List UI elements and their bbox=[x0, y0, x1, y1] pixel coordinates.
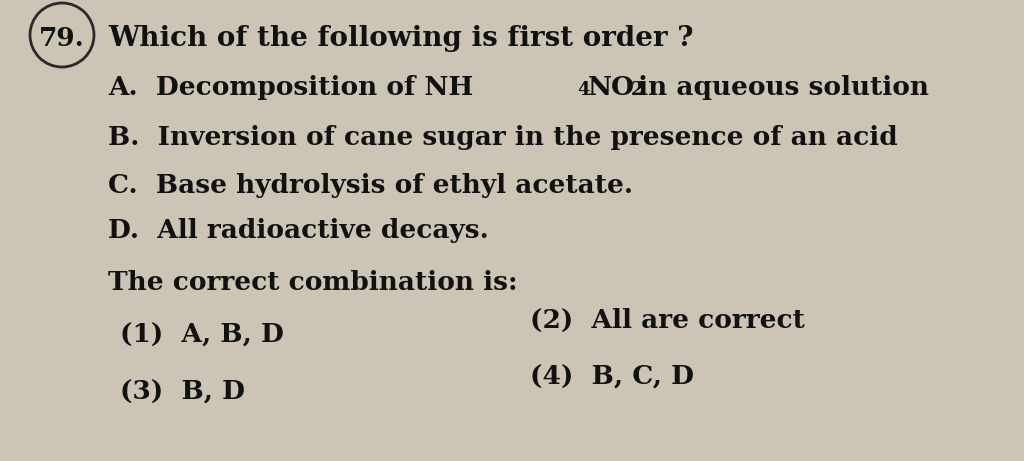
Text: The correct combination is:: The correct combination is: bbox=[108, 270, 517, 295]
Text: C.  Base hydrolysis of ethyl acetate.: C. Base hydrolysis of ethyl acetate. bbox=[108, 173, 633, 198]
Text: 79.: 79. bbox=[39, 25, 85, 51]
Text: (4)  B, C, D: (4) B, C, D bbox=[530, 365, 694, 390]
Text: NO: NO bbox=[588, 75, 635, 100]
Text: (1)  A, B, D: (1) A, B, D bbox=[120, 323, 284, 348]
Text: A.  Decomposition of NH: A. Decomposition of NH bbox=[108, 75, 473, 100]
Text: Which of the following is first order ?: Which of the following is first order ? bbox=[108, 25, 693, 52]
Text: B.  Inversion of cane sugar in the presence of an acid: B. Inversion of cane sugar in the presen… bbox=[108, 125, 898, 150]
Text: 2: 2 bbox=[631, 81, 643, 99]
Text: (3)  B, D: (3) B, D bbox=[120, 380, 245, 405]
Text: 4: 4 bbox=[577, 81, 590, 99]
Text: D.  All radioactive decays.: D. All radioactive decays. bbox=[108, 218, 488, 243]
Text: (2)  All are correct: (2) All are correct bbox=[530, 308, 805, 333]
Text: in aqueous solution: in aqueous solution bbox=[629, 75, 929, 100]
